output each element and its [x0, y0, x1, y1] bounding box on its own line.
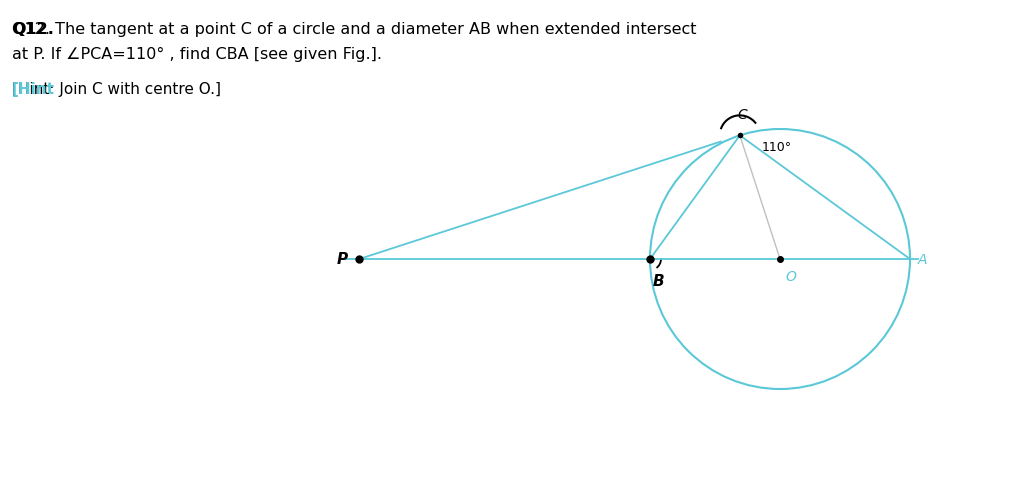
- Text: at P. If ∠PCA=110° , find CBA [see given Fig.].: at P. If ∠PCA=110° , find CBA [see given…: [12, 47, 382, 62]
- Text: O: O: [785, 269, 796, 284]
- Text: A: A: [918, 252, 928, 266]
- Text: 110°: 110°: [762, 141, 792, 154]
- Text: [Hint: [Hint: [12, 82, 55, 97]
- Text: [Hint: Join C with centre O.]: [Hint: Join C with centre O.]: [12, 82, 221, 97]
- Text: B: B: [652, 273, 664, 288]
- Text: P: P: [336, 252, 347, 267]
- Text: C: C: [737, 108, 746, 122]
- Text: Q12.: Q12.: [12, 22, 54, 37]
- Text: Q12. The tangent at a point C of a circle and a diameter AB when extended inters: Q12. The tangent at a point C of a circl…: [12, 22, 696, 37]
